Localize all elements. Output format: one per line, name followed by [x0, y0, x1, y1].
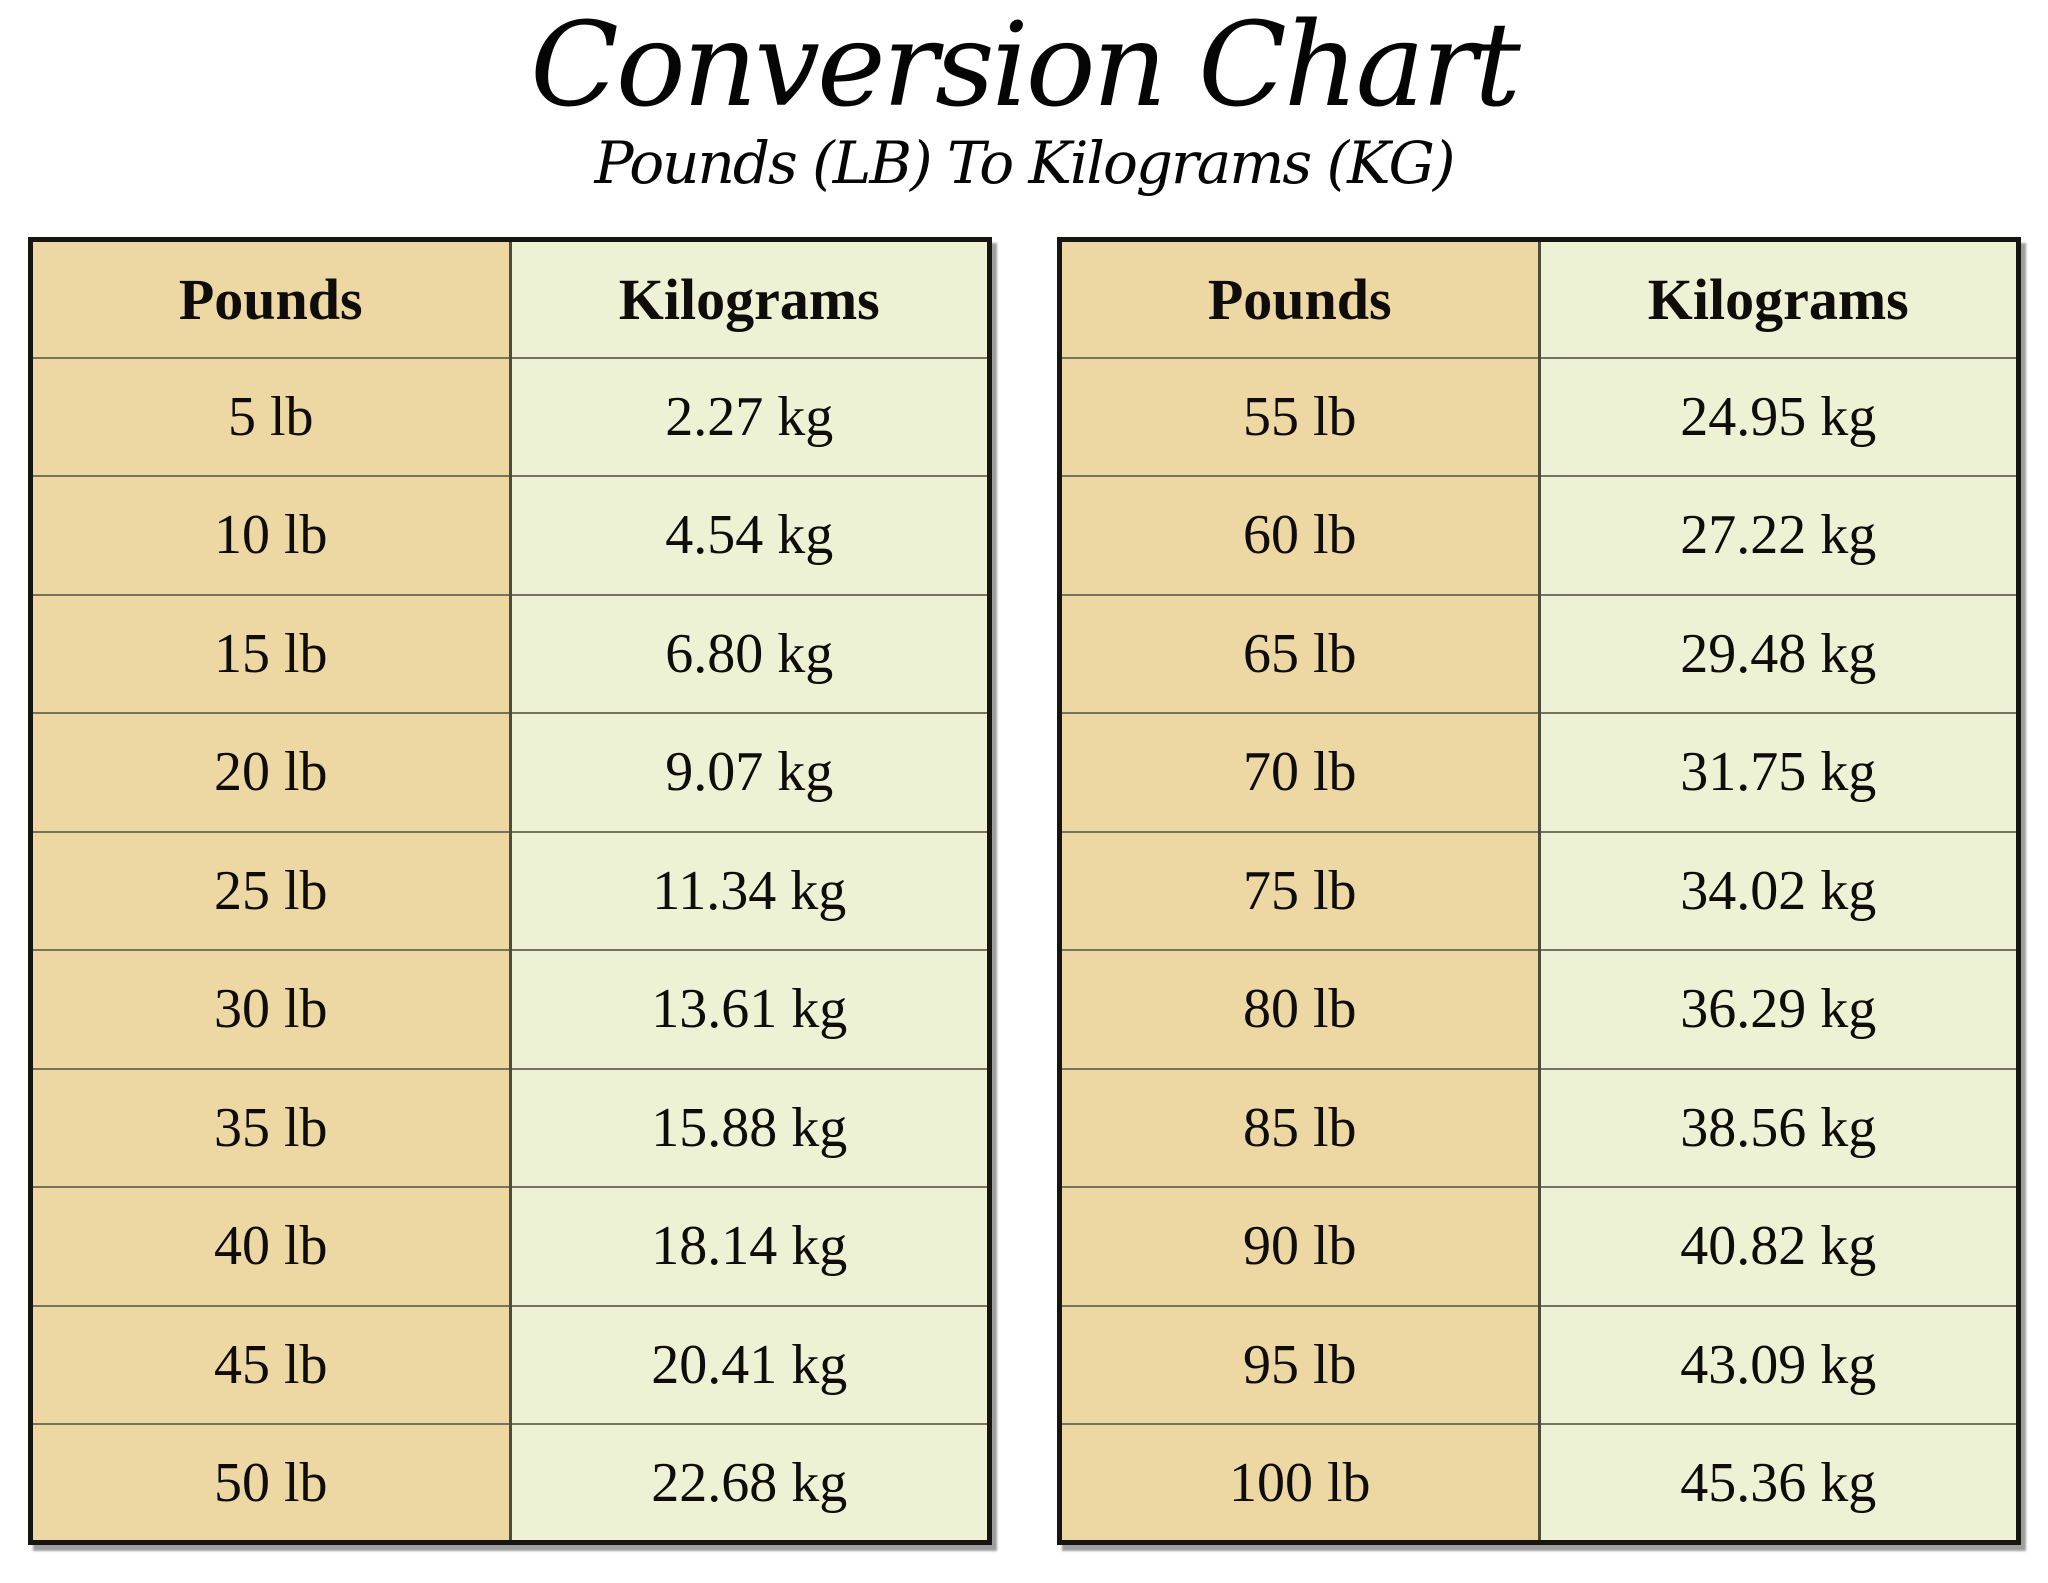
- kilograms-cell: 4.54 kg: [508, 475, 990, 595]
- pounds-cell: 95 lb: [1059, 1304, 1539, 1424]
- pounds-cell: 30 lb: [30, 949, 510, 1069]
- pounds-cell: 45 lb: [30, 1304, 510, 1424]
- page-subtitle: Pounds (LB) To Kilograms (KG): [594, 129, 1456, 197]
- kilograms-cell: 43.09 kg: [1537, 1304, 2019, 1424]
- pounds-cell: 20 lb: [30, 712, 510, 832]
- table-row: 25 lb 11.34 kg: [30, 830, 990, 950]
- kilograms-column-header: Kilograms: [508, 239, 990, 358]
- table-row: 10 lb 4.54 kg: [30, 475, 990, 595]
- pounds-column-header: Pounds: [1059, 239, 1539, 358]
- table-row: 75 lb 34.02 kg: [1059, 830, 2019, 950]
- kilograms-cell: 15.88 kg: [508, 1067, 990, 1187]
- table-body: 55 lb 24.95 kg 60 lb 27.22 kg 65 lb 29.48 kg 7…: [1059, 356, 2019, 1543]
- kilograms-cell: 34.02 kg: [1537, 830, 2019, 950]
- pounds-cell: 50 lb: [30, 1423, 510, 1543]
- table-row: 70 lb 31.75 kg: [1059, 712, 2019, 832]
- table-row: 5 lb 2.27 kg: [30, 356, 990, 476]
- table-row: 15 lb 6.80 kg: [30, 593, 990, 713]
- table-row: 50 lb 22.68 kg: [30, 1423, 990, 1543]
- kilograms-cell: 9.07 kg: [508, 712, 990, 832]
- kilograms-cell: 29.48 kg: [1537, 593, 2019, 713]
- pounds-cell: 55 lb: [1059, 356, 1539, 476]
- table-row: 90 lb 40.82 kg: [1059, 1186, 2019, 1306]
- kilograms-cell: 31.75 kg: [1537, 712, 2019, 832]
- table-row: 85 lb 38.56 kg: [1059, 1067, 2019, 1187]
- conversion-table-right: Pounds Kilograms 55 lb 24.95 kg 60 lb 27.22…: [1057, 237, 2021, 1545]
- pounds-cell: 90 lb: [1059, 1186, 1539, 1306]
- table-row: 95 lb 43.09 kg: [1059, 1304, 2019, 1424]
- kilograms-cell: 6.80 kg: [508, 593, 990, 713]
- pounds-cell: 40 lb: [30, 1186, 510, 1306]
- pounds-cell: 15 lb: [30, 593, 510, 713]
- pounds-cell: 25 lb: [30, 830, 510, 950]
- pounds-cell: 70 lb: [1059, 712, 1539, 832]
- kilograms-cell: 38.56 kg: [1537, 1067, 2019, 1187]
- header-row: Pounds Kilograms: [1059, 239, 2019, 358]
- table-row: 45 lb 20.41 kg: [30, 1304, 990, 1424]
- pounds-cell: 100 lb: [1059, 1423, 1539, 1543]
- table-row: 40 lb 18.14 kg: [30, 1186, 990, 1306]
- table-row: 60 lb 27.22 kg: [1059, 475, 2019, 595]
- table-row: 100 lb 45.36 kg: [1059, 1423, 2019, 1543]
- table-body: 5 lb 2.27 kg 10 lb 4.54 kg 15 lb 6.80 kg 20 lb…: [30, 356, 990, 1543]
- conversion-table-left: Pounds Kilograms 5 lb 2.27 kg 10 lb 4.54 kg…: [28, 237, 992, 1545]
- pounds-cell: 60 lb: [1059, 475, 1539, 595]
- table-row: 20 lb 9.07 kg: [30, 712, 990, 832]
- pounds-column-header: Pounds: [30, 239, 510, 358]
- kilograms-cell: 27.22 kg: [1537, 475, 2019, 595]
- pounds-cell: 80 lb: [1059, 949, 1539, 1069]
- pounds-cell: 5 lb: [30, 356, 510, 476]
- header-row: Pounds Kilograms: [30, 239, 990, 358]
- kilograms-cell: 36.29 kg: [1537, 949, 2019, 1069]
- kilograms-cell: 20.41 kg: [508, 1304, 990, 1424]
- page-title: Conversion Chart: [530, 0, 1521, 133]
- table-row: 65 lb 29.48 kg: [1059, 593, 2019, 713]
- kilograms-cell: 18.14 kg: [508, 1186, 990, 1306]
- pounds-cell: 10 lb: [30, 475, 510, 595]
- pounds-cell: 35 lb: [30, 1067, 510, 1187]
- pounds-cell: 75 lb: [1059, 830, 1539, 950]
- kilograms-cell: 11.34 kg: [508, 830, 990, 950]
- kilograms-cell: 22.68 kg: [508, 1423, 990, 1543]
- kilograms-cell: 45.36 kg: [1537, 1423, 2019, 1543]
- kilograms-column-header: Kilograms: [1537, 239, 2019, 358]
- pounds-cell: 85 lb: [1059, 1067, 1539, 1187]
- kilograms-cell: 2.27 kg: [508, 356, 990, 476]
- kilograms-cell: 40.82 kg: [1537, 1186, 2019, 1306]
- pounds-cell: 65 lb: [1059, 593, 1539, 713]
- kilograms-cell: 13.61 kg: [508, 949, 990, 1069]
- table-row: 80 lb 36.29 kg: [1059, 949, 2019, 1069]
- table-row: 30 lb 13.61 kg: [30, 949, 990, 1069]
- kilograms-cell: 24.95 kg: [1537, 356, 2019, 476]
- table-row: 35 lb 15.88 kg: [30, 1067, 990, 1187]
- table-row: 55 lb 24.95 kg: [1059, 356, 2019, 476]
